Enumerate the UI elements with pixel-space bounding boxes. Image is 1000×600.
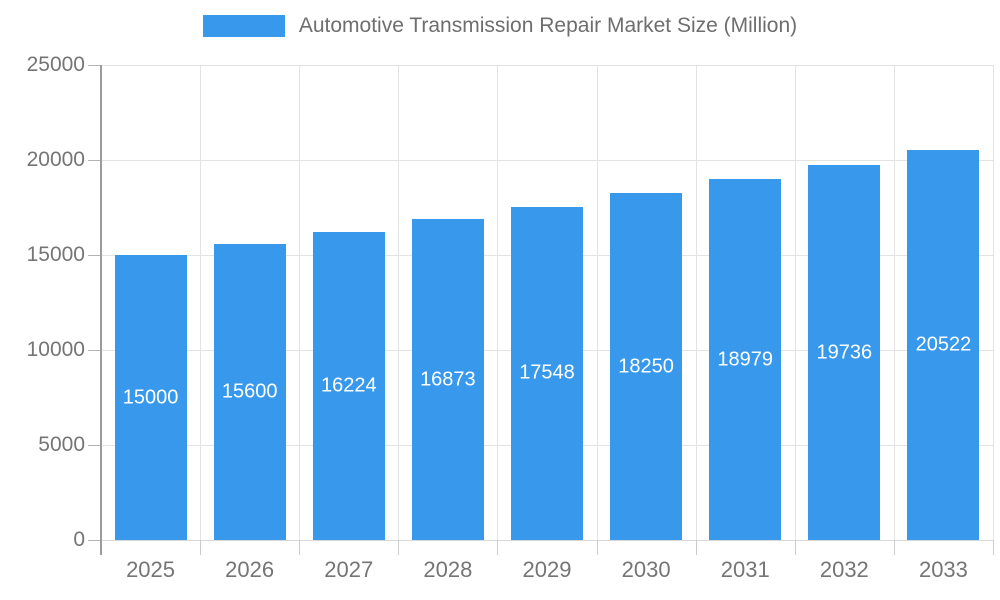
x-tick	[497, 540, 499, 555]
y-tick-label: 25000	[26, 53, 85, 76]
bar-value-label: 17548	[519, 361, 575, 384]
bar[interactable]	[312, 231, 385, 540]
bar-value-label: 16873	[420, 368, 476, 391]
x-tick-label: 2031	[720, 557, 770, 582]
bar-value-label: 16224	[320, 374, 377, 397]
x-tick	[695, 540, 697, 555]
x-gridline	[695, 65, 697, 540]
x-gridline	[398, 65, 400, 540]
y-tick-label: 5000	[38, 433, 85, 456]
x-tick	[794, 540, 796, 555]
y-tick	[88, 255, 101, 256]
bar-value-label: 18979	[717, 348, 774, 371]
x-gridline	[497, 65, 499, 540]
y-tick	[88, 540, 101, 541]
y-tick	[88, 65, 101, 66]
x-tick	[893, 540, 895, 555]
y-gridline	[101, 160, 993, 161]
x-gridline	[893, 65, 895, 540]
bar[interactable]	[511, 206, 583, 540]
bar-value-label: 15000	[122, 386, 179, 408]
bar-value-label: 18250	[618, 355, 674, 378]
bar[interactable]	[213, 243, 286, 540]
x-tick	[200, 540, 202, 555]
legend-swatch-icon	[202, 15, 285, 37]
y-tick-label: 10000	[26, 338, 85, 361]
y-tick	[88, 160, 101, 161]
x-tick-label: 2033	[918, 557, 968, 582]
x-tick-label: 2027	[324, 557, 374, 582]
x-gridline	[200, 65, 202, 540]
bar-value-label: 15600	[221, 380, 278, 403]
bar[interactable]	[709, 179, 782, 540]
x-tick-label: 2032	[819, 557, 869, 582]
bar[interactable]	[907, 150, 980, 540]
x-tick-label: 2025	[126, 557, 176, 582]
bar[interactable]	[808, 165, 881, 540]
y-gridline	[101, 540, 993, 541]
bar[interactable]	[610, 193, 683, 540]
x-tick-label: 2028	[423, 557, 473, 582]
bar[interactable]	[114, 255, 187, 540]
x-gridline	[794, 65, 796, 540]
x-gridline	[299, 65, 301, 540]
x-tick	[299, 540, 301, 555]
y-gridline	[101, 65, 993, 66]
x-tick-label: 2030	[621, 557, 671, 582]
y-tick	[88, 350, 101, 351]
y-tick-label: 20000	[26, 148, 85, 171]
legend-label: Automotive Transmission Repair Market Si…	[298, 14, 798, 37]
bar-value-label: 20522	[915, 333, 972, 356]
x-gridline	[993, 65, 994, 540]
x-tick	[596, 540, 598, 555]
x-gridline	[596, 65, 598, 540]
y-tick-label: 0	[73, 528, 85, 551]
x-tick	[398, 540, 400, 555]
y-tick	[88, 445, 101, 446]
bar[interactable]	[411, 219, 484, 540]
x-tick	[993, 540, 994, 555]
y-axis-line	[100, 65, 102, 555]
y-tick-label: 15000	[26, 243, 85, 266]
x-tick-label: 2029	[522, 557, 572, 582]
x-tick-label: 2026	[225, 557, 275, 582]
legend[interactable]: Automotive Transmission Repair Market Si…	[0, 14, 1000, 38]
bar-value-label: 19736	[816, 341, 873, 363]
